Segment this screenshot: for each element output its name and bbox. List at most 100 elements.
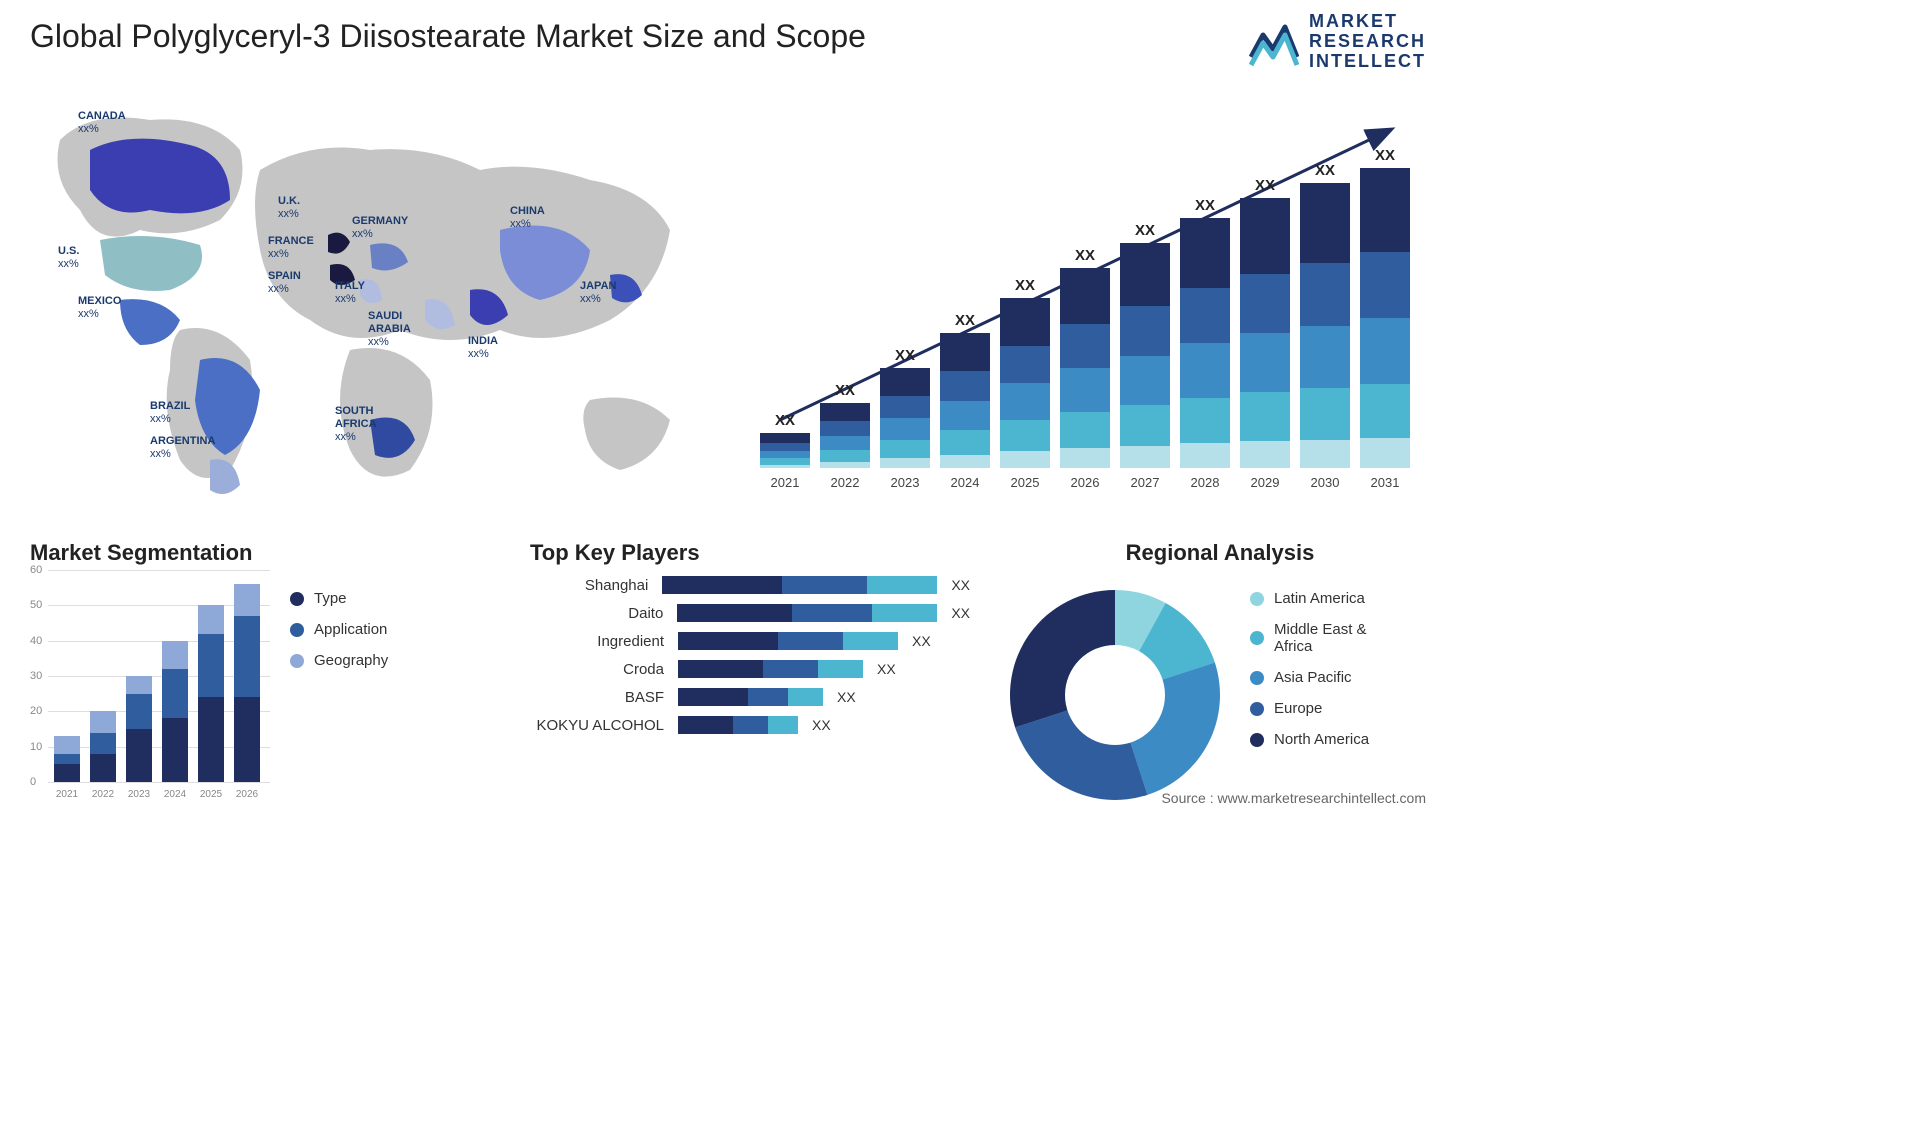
forecast-value-label: XX (1060, 247, 1110, 264)
country-label: CANADAxx% (78, 110, 126, 136)
forecast-bar (760, 433, 810, 468)
player-row: KOKYU ALCOHOL XX (530, 716, 970, 734)
regional-legend-item: Middle East &Africa (1250, 621, 1369, 655)
player-row: Daito XX (530, 604, 970, 622)
seg-x-tick: 2026 (232, 789, 262, 800)
seg-bar (162, 641, 188, 782)
seg-y-tick: 60 (30, 564, 42, 576)
player-bar (677, 604, 937, 622)
player-label: Croda (530, 661, 670, 678)
country-label: SOUTHAFRICAxx% (335, 405, 377, 445)
player-bar (662, 576, 937, 594)
players-section: Top Key Players ShanghaiXXDaitoXXIngredi… (530, 540, 970, 734)
seg-x-tick: 2023 (124, 789, 154, 800)
segmentation-plot: 0102030405060 202120222023202420252026 (30, 570, 270, 800)
source-text: Source : www.marketresearchintellect.com (1161, 790, 1426, 806)
forecast-bar (1000, 298, 1050, 468)
player-row: BASF XX (530, 688, 970, 706)
seg-y-tick: 30 (30, 670, 42, 682)
forecast-year-label: 2030 (1300, 475, 1350, 490)
forecast-bar-chart: 2021 XX 2022 XX 2023 XX 2024 XX 2025 XX 2026 XX 2027… (740, 100, 1420, 490)
seg-legend-item: Type (290, 590, 388, 607)
country-label: JAPANxx% (580, 280, 616, 306)
regional-legend-item: Asia Pacific (1250, 669, 1369, 686)
logo-text: MARKET RESEARCH INTELLECT (1309, 12, 1426, 71)
forecast-bar (880, 368, 930, 468)
forecast-year-label: 2026 (1060, 475, 1110, 490)
seg-y-tick: 0 (30, 776, 36, 788)
seg-bar (234, 584, 260, 782)
forecast-year-label: 2021 (760, 475, 810, 490)
forecast-year-label: 2022 (820, 475, 870, 490)
regional-legend-item: North America (1250, 731, 1369, 748)
seg-bar (90, 711, 116, 782)
player-value: XX (812, 717, 831, 733)
country-label: ARGENTINAxx% (150, 435, 215, 461)
forecast-year-label: 2027 (1120, 475, 1170, 490)
forecast-value-label: XX (1360, 147, 1410, 164)
regional-donut (1000, 580, 1230, 810)
segmentation-section: Market Segmentation 0102030405060 202120… (30, 540, 450, 566)
seg-y-tick: 40 (30, 635, 42, 647)
segmentation-legend: Type Application Geography (290, 590, 388, 683)
forecast-value-label: XX (820, 382, 870, 399)
seg-x-tick: 2024 (160, 789, 190, 800)
forecast-year-label: 2028 (1180, 475, 1230, 490)
seg-legend-item: Application (290, 621, 388, 638)
seg-x-tick: 2022 (88, 789, 118, 800)
player-bar (678, 632, 898, 650)
country-label: SAUDIARABIAxx% (368, 310, 411, 350)
seg-bar (198, 605, 224, 782)
forecast-value-label: XX (1120, 222, 1170, 239)
forecast-value-label: XX (880, 347, 930, 364)
player-value: XX (877, 661, 896, 677)
forecast-bar (1180, 218, 1230, 468)
player-value: XX (837, 689, 856, 705)
seg-y-tick: 50 (30, 599, 42, 611)
country-label: U.S.xx% (58, 245, 79, 271)
forecast-year-label: 2029 (1240, 475, 1290, 490)
forecast-year-label: 2025 (1000, 475, 1050, 490)
logo-icon (1249, 17, 1299, 67)
regional-section: Regional Analysis Latin AmericaMiddle Ea… (1000, 540, 1440, 566)
regional-legend-item: Latin America (1250, 590, 1369, 607)
seg-x-tick: 2021 (52, 789, 82, 800)
page-title: Global Polyglyceryl-3 Diisostearate Mark… (30, 18, 866, 55)
regional-legend-item: Europe (1250, 700, 1369, 717)
regional-title: Regional Analysis (1000, 540, 1440, 566)
country-label: U.K.xx% (278, 195, 300, 221)
country-label: FRANCExx% (268, 235, 314, 261)
seg-legend-item: Geography (290, 652, 388, 669)
forecast-value-label: XX (1240, 177, 1290, 194)
player-label: KOKYU ALCOHOL (530, 717, 670, 734)
forecast-year-label: 2024 (940, 475, 990, 490)
forecast-value-label: XX (940, 312, 990, 329)
player-label: Ingredient (530, 633, 670, 650)
player-value: XX (951, 577, 970, 593)
seg-bar (126, 676, 152, 782)
forecast-value-label: XX (760, 412, 810, 429)
forecast-year-label: 2031 (1360, 475, 1410, 490)
forecast-value-label: XX (1300, 162, 1350, 179)
forecast-bar (1120, 243, 1170, 468)
player-bar (678, 688, 823, 706)
forecast-year-label: 2023 (880, 475, 930, 490)
forecast-value-label: XX (1180, 197, 1230, 214)
forecast-bar (1300, 183, 1350, 468)
player-label: BASF (530, 689, 670, 706)
country-label: ITALYxx% (335, 280, 365, 306)
forecast-bar (820, 403, 870, 468)
segmentation-title: Market Segmentation (30, 540, 450, 566)
forecast-bar (1060, 268, 1110, 468)
player-value: XX (912, 633, 931, 649)
country-label: GERMANYxx% (352, 215, 408, 241)
country-label: INDIAxx% (468, 335, 498, 361)
regional-legend: Latin America Middle East &Africa Asia Pac… (1250, 590, 1369, 762)
player-label: Daito (530, 605, 669, 622)
player-value: XX (951, 605, 970, 621)
player-row: Ingredient XX (530, 632, 970, 650)
country-label: SPAINxx% (268, 270, 301, 296)
forecast-bar (940, 333, 990, 468)
player-label: Shanghai (530, 577, 654, 594)
forecast-value-label: XX (1000, 277, 1050, 294)
